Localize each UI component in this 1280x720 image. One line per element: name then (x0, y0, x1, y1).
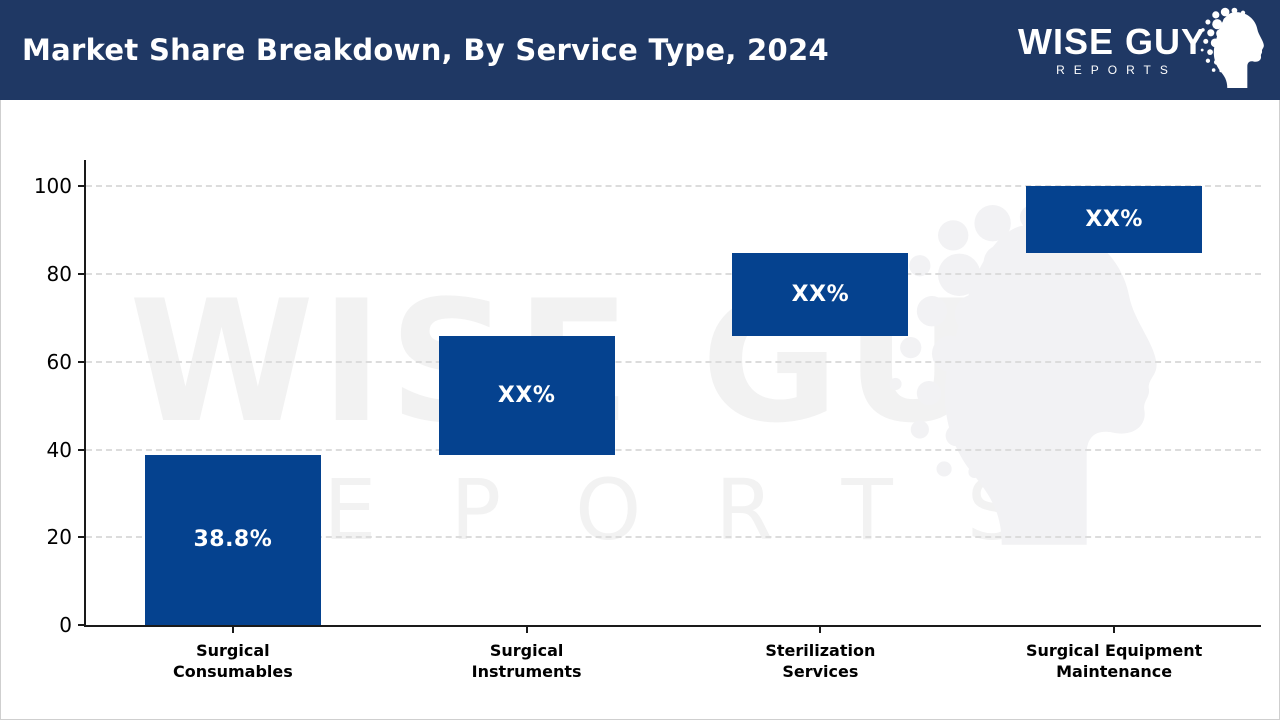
chart-title: Market Share Breakdown, By Service Type,… (22, 33, 829, 67)
watermark-subtitle: REPORTS (191, 461, 1095, 559)
header-bar: Market Share Breakdown, By Service Type,… (0, 0, 1280, 100)
x-tick (819, 627, 822, 633)
y-axis-line (84, 160, 86, 627)
watermark-head-icon (889, 205, 1157, 545)
gridline (86, 360, 1261, 363)
bar-value-label: 38.8% (193, 527, 273, 553)
y-tick-label: 80 (46, 262, 72, 287)
bar-value-label: XX% (1085, 206, 1143, 232)
y-tick-label: 40 (46, 437, 72, 462)
y-tick (78, 448, 85, 451)
x-axis-label: Surgical Consumables (172, 641, 293, 681)
x-axis-label: Surgical Instruments (471, 641, 582, 681)
gridline (86, 185, 1261, 188)
logo-text: WISE GUY REPORTS (1017, 20, 1206, 77)
bar: XX% (438, 336, 615, 455)
x-tick (1113, 627, 1116, 633)
x-axis-label: Surgical Equipment Maintenance (1025, 641, 1203, 681)
y-tick (78, 624, 85, 626)
chart-area: WISE GUY REPORTS 0 20 40 60 80 100 38.8% Surgic… (0, 100, 1280, 720)
logo-subtitle: REPORTS (1056, 62, 1177, 77)
gridline (86, 536, 1261, 539)
y-tick (78, 185, 85, 188)
bar-value-label: XX% (791, 281, 850, 307)
y-tick-label: 0 (59, 613, 72, 637)
y-tick-label: 20 (46, 525, 72, 550)
bar: 38.8% (144, 454, 321, 625)
y-tick-label: 100 (33, 174, 72, 199)
x-axis-line (84, 625, 1261, 627)
wiseguy-logo: WISE GUY REPORTS (1018, 7, 1270, 93)
gridline (86, 448, 1261, 451)
gridline (86, 273, 1261, 276)
y-tick-label: 60 (46, 349, 72, 374)
logo-wordmark: WISE GUY (1017, 20, 1206, 62)
wiseguy-head-icon (1200, 7, 1264, 88)
bar: XX% (732, 252, 909, 337)
y-tick (78, 273, 85, 276)
x-tick (231, 627, 234, 633)
y-tick (78, 536, 85, 539)
x-tick (525, 627, 528, 633)
y-tick (78, 360, 85, 363)
bar-value-label: XX% (497, 383, 556, 409)
x-axis-label: Sterilization Services (765, 641, 876, 681)
bar: XX% (1026, 186, 1203, 253)
